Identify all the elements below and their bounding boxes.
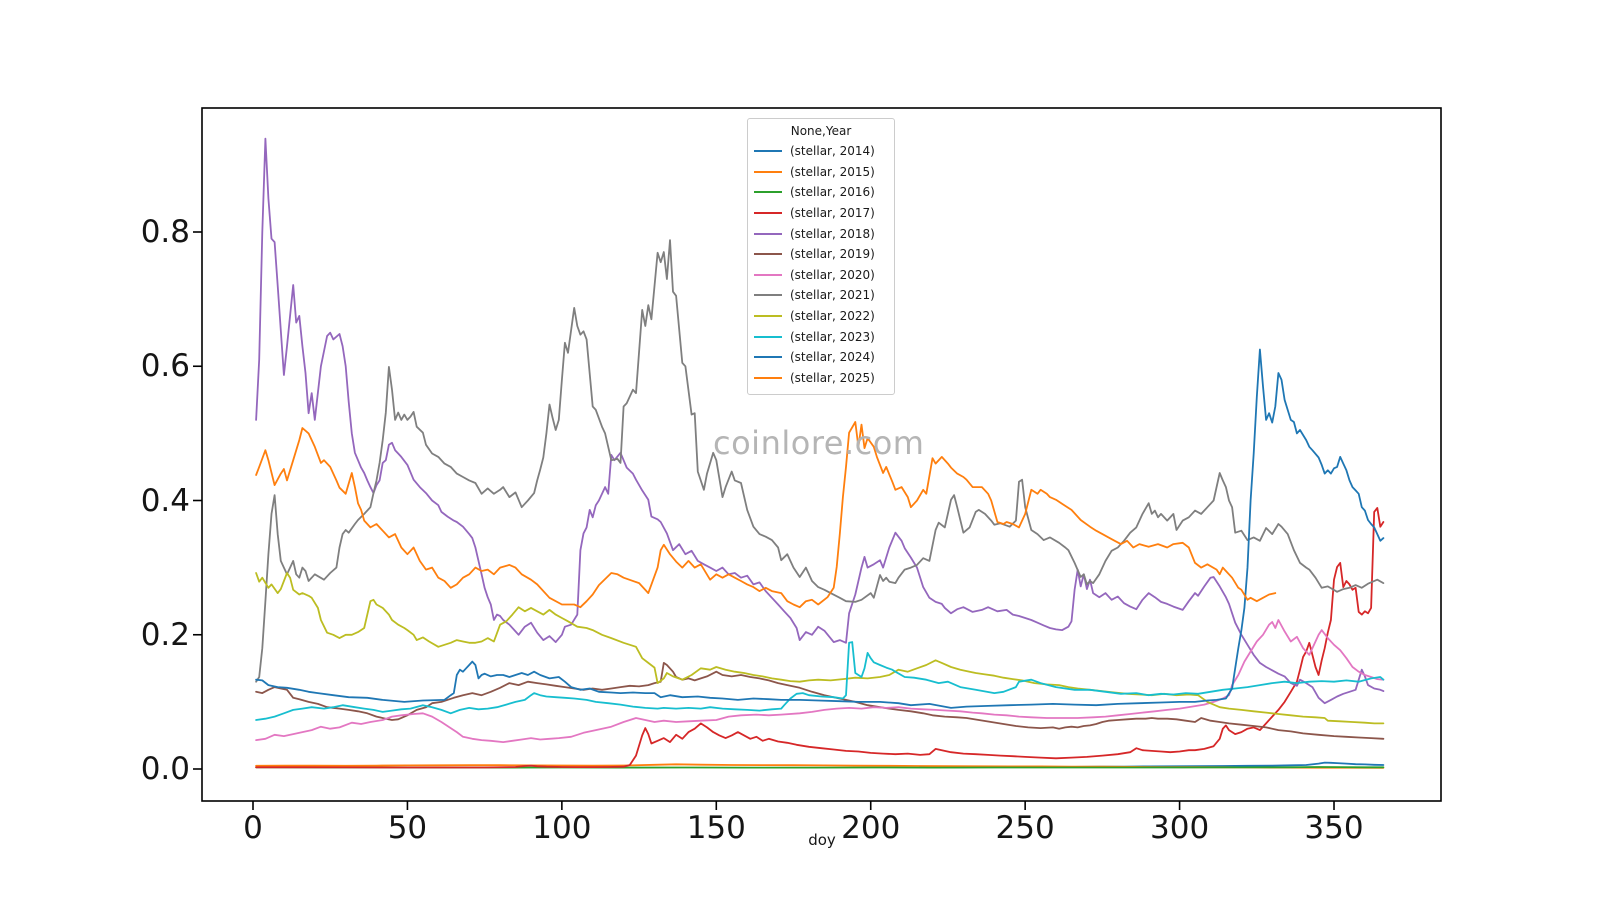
- legend-entry-label: (stellar, 2020): [790, 267, 875, 282]
- x-tick-label: 50: [387, 810, 428, 846]
- legend-title: None,Year: [790, 124, 852, 138]
- legend-entry-2016: (stellar, 2016): [748, 182, 894, 203]
- legend-entry-label: (stellar, 2019): [790, 247, 875, 262]
- legend-entry-2024: (stellar, 2024): [748, 347, 894, 368]
- legend-entry-label: (stellar, 2018): [790, 226, 875, 241]
- y-tick-label: 0.2: [140, 616, 190, 653]
- x-axis-label: doy: [808, 831, 836, 849]
- legend-line-swatch: [754, 253, 782, 256]
- series-line-stellar-2024: [255, 348, 1385, 709]
- axes-spines: [201, 107, 1442, 802]
- y-tick-label: 0.4: [140, 482, 190, 519]
- x-tick-label: 150: [686, 810, 746, 846]
- legend-entry-label: (stellar, 2023): [790, 329, 875, 344]
- x-tick-label: 100: [532, 810, 592, 846]
- legend-entry-2023: (stellar, 2023): [748, 326, 894, 347]
- legend-entry-2019: (stellar, 2019): [748, 244, 894, 265]
- legend-line-swatch: [754, 376, 782, 379]
- x-tick-label: 300: [1149, 810, 1210, 846]
- x-tick-label: 0: [243, 810, 263, 846]
- legend-line-swatch: [754, 273, 782, 276]
- legend-entry-2020: (stellar, 2020): [748, 265, 894, 286]
- y-tick-label: 0.0: [140, 751, 190, 787]
- legend-line-swatch: [754, 315, 782, 318]
- legend-line-swatch: [754, 170, 782, 173]
- legend-entries: (stellar, 2014) (stellar, 2015) (stellar, …: [748, 141, 894, 388]
- x-tick-label: 200: [841, 810, 901, 846]
- legend-entry-label: (stellar, 2025): [790, 370, 875, 385]
- legend-entry-label: (stellar, 2014): [790, 144, 875, 159]
- series-line-stellar-2023: [255, 641, 1385, 721]
- legend-entry-2014: (stellar, 2014): [748, 141, 894, 162]
- legend: None,Year (stellar, 2014) (stellar, 2015)…: [747, 118, 895, 395]
- legend-entry-2025: (stellar, 2025): [748, 368, 894, 389]
- legend-entry-label: (stellar, 2021): [790, 288, 875, 303]
- legend-line-swatch: [754, 294, 782, 297]
- series-line-stellar-2020: [255, 619, 1385, 743]
- legend-entry-2017: (stellar, 2017): [748, 203, 894, 224]
- legend-entry-label: (stellar, 2024): [790, 350, 875, 365]
- y-tick-label: 0.6: [140, 348, 190, 385]
- series-line-stellar-2018: [255, 137, 1385, 705]
- legend-line-swatch: [754, 212, 782, 215]
- legend-entry-label: (stellar, 2016): [790, 185, 875, 200]
- x-tick-label: 250: [995, 810, 1055, 846]
- x-tick-label: 350: [1304, 810, 1364, 846]
- legend-line-swatch: [754, 356, 782, 359]
- series-line-stellar-2017: [255, 506, 1385, 769]
- legend-entry-label: (stellar, 2015): [790, 164, 875, 179]
- series-line-stellar-2025: [255, 421, 1277, 609]
- legend-line-swatch: [754, 335, 782, 338]
- legend-entry-label: (stellar, 2022): [790, 309, 875, 324]
- legend-entry-2021: (stellar, 2021): [748, 285, 894, 306]
- legend-entry-2018: (stellar, 2018): [748, 223, 894, 244]
- legend-line-swatch: [754, 150, 782, 153]
- y-tick-label: 0.8: [140, 214, 190, 250]
- series-line-stellar-2019: [255, 662, 1385, 740]
- watermark: coinlore.com: [713, 424, 925, 462]
- legend-line-swatch: [754, 232, 782, 235]
- legend-entry-label: (stellar, 2017): [790, 206, 875, 221]
- legend-entry-2022: (stellar, 2022): [748, 306, 894, 327]
- legend-entry-2015: (stellar, 2015): [748, 162, 894, 183]
- series-line-stellar-2021: [255, 239, 1385, 683]
- legend-line-swatch: [754, 191, 782, 194]
